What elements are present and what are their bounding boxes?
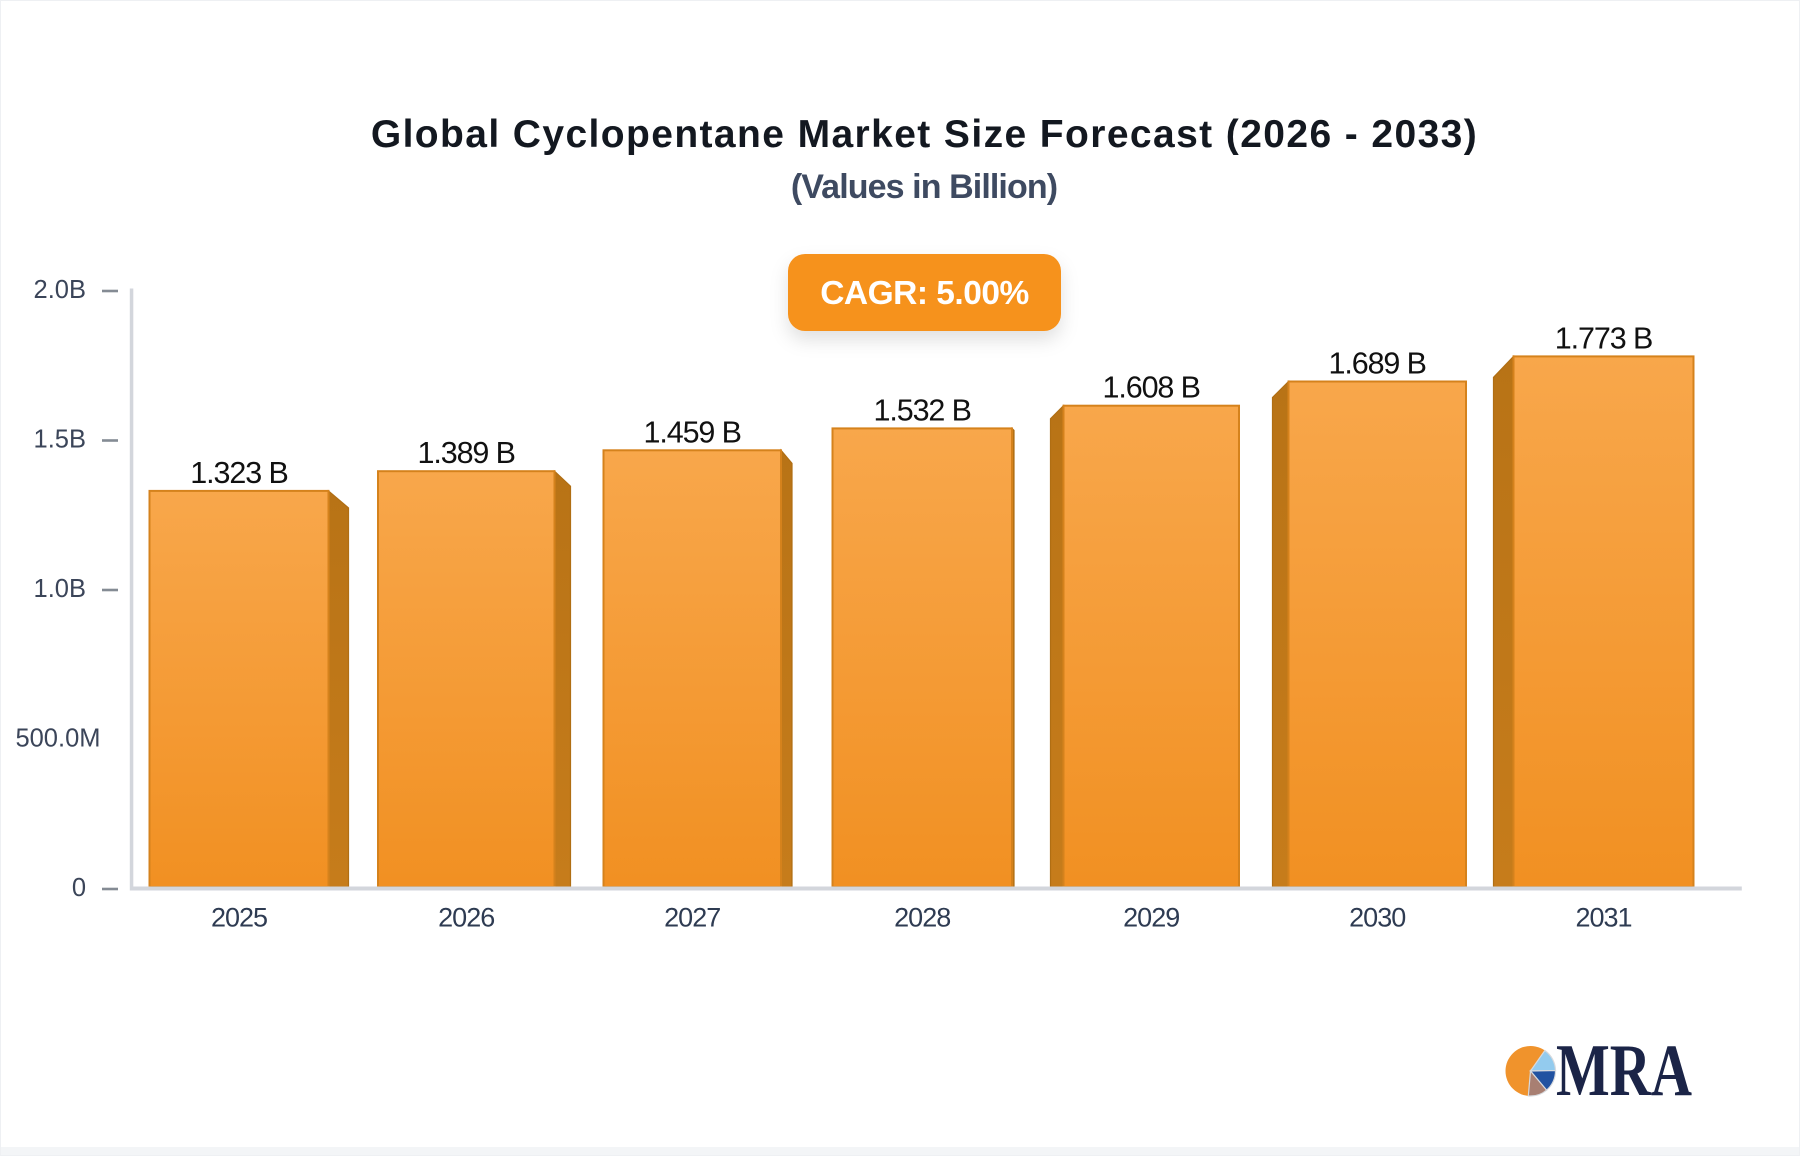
svg-text:2026: 2026 (438, 903, 494, 933)
svg-text:1.459 B: 1.459 B (643, 415, 740, 449)
svg-text:2025: 2025 (211, 903, 267, 933)
svg-text:2031: 2031 (1575, 903, 1631, 933)
svg-text:1.389 B: 1.389 B (417, 436, 514, 470)
svg-text:2030: 2030 (1349, 903, 1405, 933)
svg-text:2029: 2029 (1123, 903, 1179, 933)
svg-text:2.0B: 2.0B (34, 276, 86, 304)
svg-text:1.689 B: 1.689 B (1328, 347, 1425, 381)
svg-text:1.608 B: 1.608 B (1102, 371, 1199, 405)
svg-text:2027: 2027 (664, 903, 720, 933)
svg-text:1.0B: 1.0B (34, 575, 86, 603)
svg-text:1.532 B: 1.532 B (873, 393, 970, 427)
svg-text:CAGR: 5.00%: CAGR: 5.00% (820, 275, 1029, 312)
svg-text:1.773 B: 1.773 B (1555, 321, 1652, 355)
svg-text:(Values in Billion): (Values in Billion) (791, 168, 1057, 206)
svg-text:2028: 2028 (894, 903, 950, 933)
svg-text:500.0M: 500.0M (15, 725, 100, 753)
svg-text:1.5B: 1.5B (34, 426, 86, 454)
svg-text:1.323 B: 1.323 B (190, 456, 287, 490)
svg-text:0: 0 (72, 874, 86, 902)
svg-text:Global Cyclopentane Market Siz: Global Cyclopentane Market Size Forecast… (371, 113, 1478, 156)
svg-text:MRA: MRA (1556, 1030, 1692, 1112)
